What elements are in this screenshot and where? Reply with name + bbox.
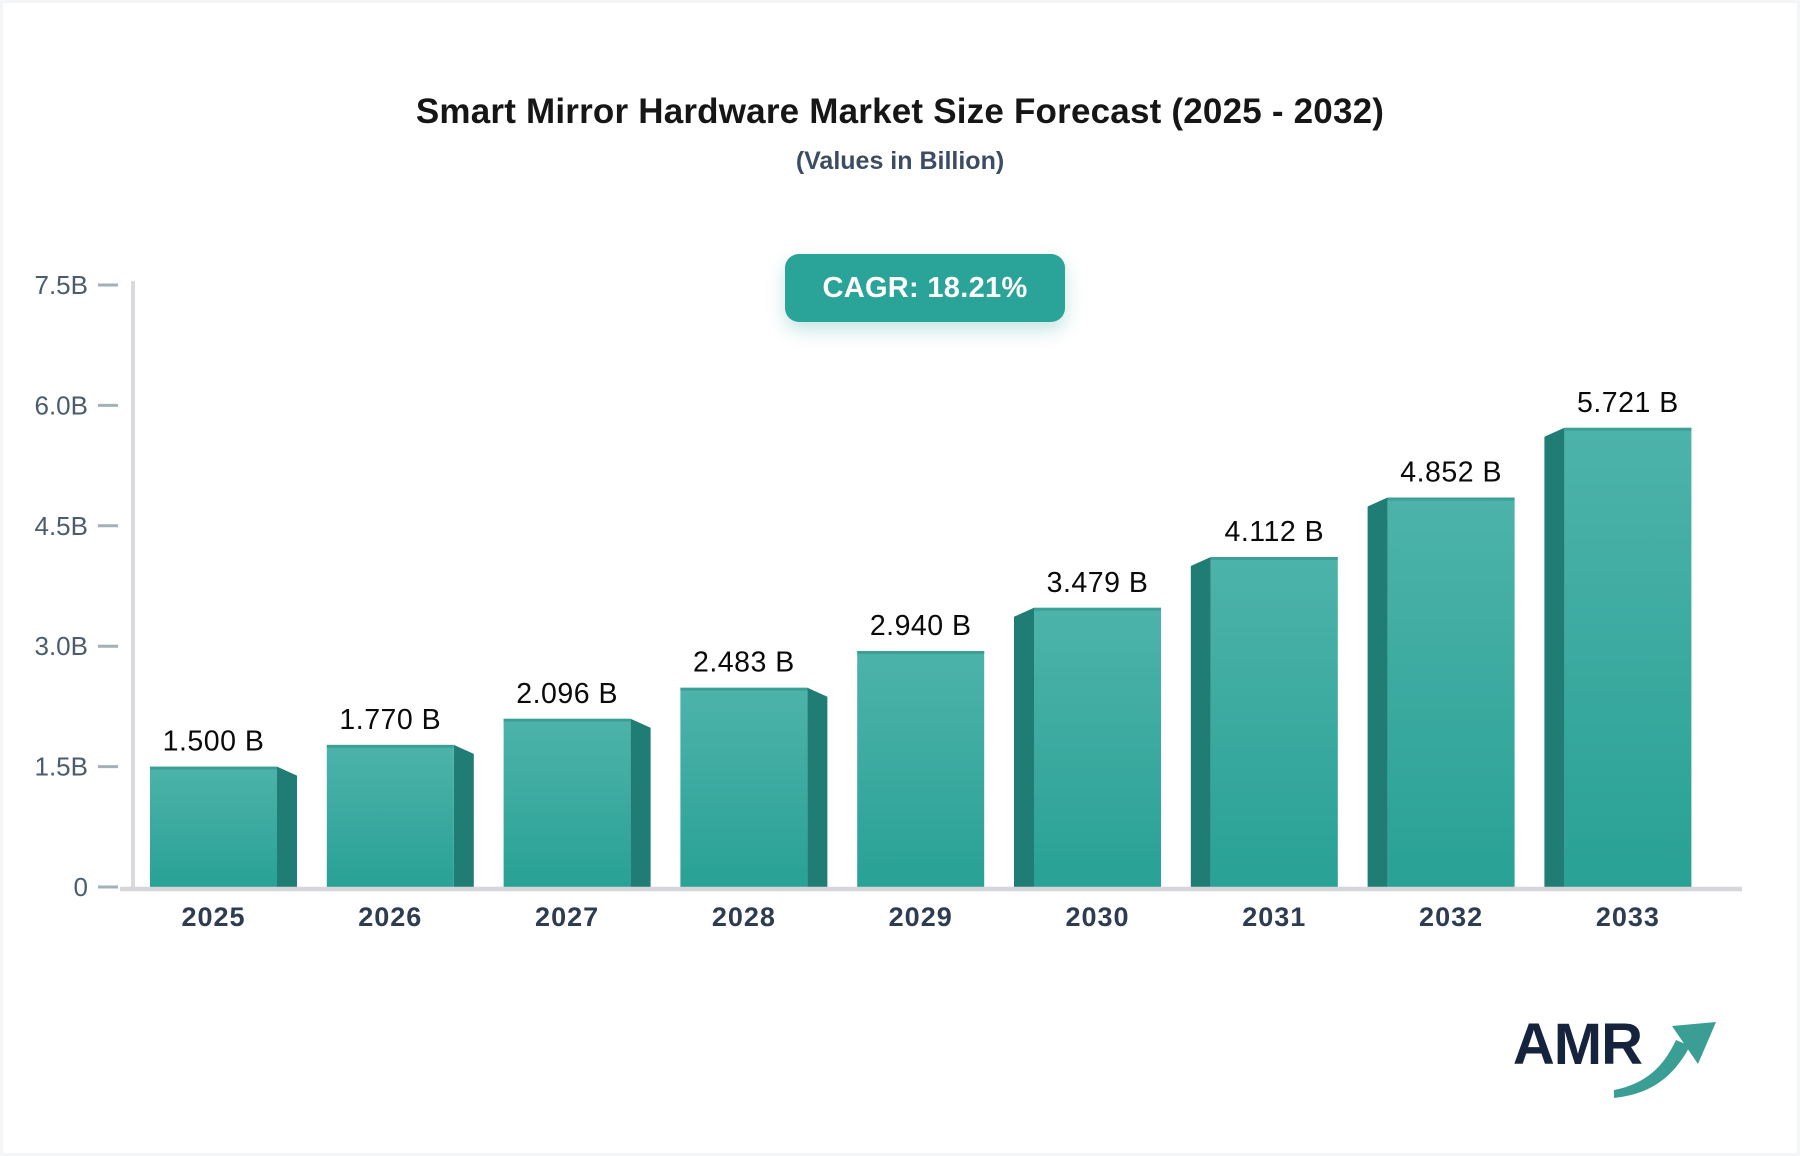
- bar-side-face: [630, 718, 651, 887]
- y-axis-label: 7.5B: [35, 270, 89, 300]
- bar-value-label: 2.940 B: [870, 610, 972, 642]
- bar-side-face: [453, 744, 474, 887]
- x-axis-label: 2028: [712, 902, 776, 932]
- y-axis-label: 1.5B: [35, 752, 89, 782]
- bar-2027: [503, 718, 631, 887]
- y-axis-label: 4.5B: [35, 511, 89, 541]
- x-axis-label: 2030: [1065, 902, 1129, 932]
- page-subtitle: (Values in Billion): [795, 147, 1005, 175]
- x-axis-label: 2029: [889, 902, 953, 932]
- bar-2029: [857, 651, 985, 887]
- bar-2033: [1564, 427, 1692, 887]
- bar-value-label: 1.500 B: [163, 726, 265, 758]
- bar-value-label: 1.770 B: [339, 704, 441, 736]
- bar-side-face: [1014, 607, 1034, 887]
- bar-2028: [680, 687, 808, 887]
- bar-value-label: 3.479 B: [1047, 567, 1149, 599]
- bar-side-face: [807, 687, 828, 887]
- bar-side-face: [1544, 427, 1565, 887]
- cagr-badge: CAGR: 18.21%: [785, 254, 1065, 322]
- amr-logo: AMR: [1513, 1016, 1724, 1106]
- bar-value-label: 4.852 B: [1400, 457, 1502, 489]
- x-axis-label: 2031: [1242, 902, 1306, 932]
- x-axis-label: 2032: [1419, 902, 1483, 932]
- y-axis-label: 3.0B: [35, 631, 89, 661]
- bar-2030: [1034, 607, 1161, 887]
- x-axis-label: 2026: [358, 902, 422, 932]
- y-axis-label: 0: [74, 872, 88, 902]
- logo-text: AMR: [1512, 1012, 1643, 1077]
- x-axis-label: 2025: [181, 902, 245, 932]
- bar-2025: [150, 766, 277, 887]
- bar-side-face: [1190, 556, 1211, 887]
- bar-2032: [1387, 497, 1515, 887]
- bar-side-face: [277, 766, 297, 887]
- page-title: Smart Mirror Hardware Market Size Foreca…: [415, 92, 1385, 131]
- bar-value-label: 4.112 B: [1224, 516, 1324, 548]
- bar-2031: [1210, 556, 1338, 887]
- bar-side-face: [1367, 497, 1388, 887]
- y-axis-label: 6.0B: [35, 390, 89, 420]
- bar-2026: [326, 744, 454, 887]
- growth-arrow-icon: [1614, 1022, 1716, 1098]
- bar-value-label: 2.483 B: [693, 647, 795, 679]
- bar-value-label: 5.721 B: [1577, 387, 1679, 419]
- bar-value-label: 2.096 B: [516, 678, 618, 710]
- x-axis-label: 2033: [1596, 902, 1660, 932]
- x-axis-label: 2027: [535, 902, 599, 932]
